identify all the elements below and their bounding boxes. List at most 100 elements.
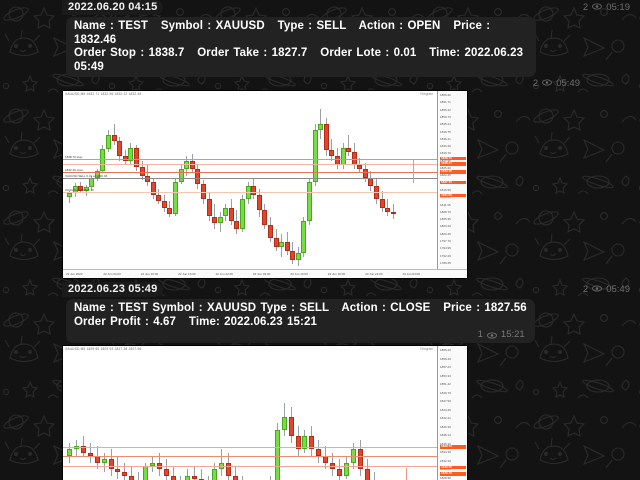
candlestick: [288, 346, 295, 480]
candlestick: [223, 91, 229, 269]
candlestick: [136, 346, 142, 480]
candlestick: [80, 346, 87, 480]
candle-body: [273, 238, 279, 247]
price-tick: 1833.46: [440, 144, 451, 149]
eye-icon: [487, 331, 497, 339]
price-tick: 1789.45: [440, 261, 451, 265]
candle-body: [290, 250, 296, 260]
candle-body: [318, 123, 324, 131]
candle-body: [323, 123, 329, 150]
candle-body: [330, 462, 336, 470]
candlestick: [228, 91, 235, 269]
candlestick: [94, 346, 101, 480]
candle-body: [379, 199, 385, 208]
candlestick: [133, 91, 140, 269]
message-time: 05:19: [606, 1, 630, 13]
time-tick: 22 Jun 22:00: [215, 272, 233, 276]
eye-icon: [592, 2, 603, 13]
price-tick-highlight: 1832.46: [440, 170, 466, 174]
candle-body: [200, 184, 206, 200]
price-tick: 1832.40: [440, 458, 451, 463]
candlestick: [78, 91, 84, 269]
candlestick: [295, 346, 302, 480]
candlestick: [150, 91, 157, 269]
price-tick: 1825.20: [440, 166, 451, 171]
order-level-line: [63, 177, 437, 179]
candlestick: [379, 346, 385, 480]
chart-header-text: XAUUSD,M5 1832.71 1832.96 1832.22 1832.4…: [65, 92, 142, 96]
candlestick: [178, 91, 185, 269]
time-tick: 23 Jun 10:00: [290, 272, 308, 276]
candlestick: [364, 346, 371, 480]
candlestick: [290, 91, 296, 269]
candle-body: [94, 455, 100, 463]
candle-wick: [103, 452, 105, 473]
candle-body: [191, 475, 197, 479]
candlestick: [167, 91, 173, 269]
candle-body: [217, 216, 223, 223]
candle-wick: [124, 462, 126, 480]
candle-wick: [221, 449, 223, 476]
message-row-signal-close: Name : TEST Symbol : XAUUSD Type : SELL …: [0, 299, 640, 343]
candlestick: [219, 346, 225, 480]
candlestick: [122, 346, 128, 480]
view-count: 2: [582, 1, 589, 13]
candlestick: [390, 91, 397, 269]
signal-line-3: 05:49: [74, 60, 104, 73]
candle-wick: [242, 475, 244, 480]
mt-chart-close: XAUUSD,M5 1829.60 1829.93 1827.38 1827.5…: [62, 345, 468, 480]
candle-body: [178, 169, 184, 183]
price-tick: 1845.24: [440, 122, 451, 127]
order-level-line: [63, 159, 437, 161]
candle-wick: [269, 475, 271, 480]
price-tick: 1794.95: [440, 246, 451, 251]
candlestick: [247, 346, 253, 480]
candlestick: [295, 91, 302, 269]
candle-body: [219, 462, 225, 470]
price-tick: 1866.20: [440, 93, 451, 97]
time-tick: 21 Jun 2022: [66, 272, 83, 276]
chart-header-text: XAUUSD,M5 1829.60 1829.93 1827.38 1827.5…: [65, 347, 142, 351]
candlestick: [316, 346, 322, 480]
candle-body: [156, 194, 162, 202]
candlestick: [233, 346, 239, 480]
candle-wick: [117, 455, 119, 479]
message-bubble-signal-open[interactable]: Name : TEST Symbol : XAUUSD Type : SELL …: [66, 17, 536, 77]
candle-body: [87, 452, 93, 456]
candlestick: [301, 91, 307, 269]
candlestick: [83, 91, 90, 269]
candle-body: [385, 207, 391, 213]
candlestick: [108, 346, 115, 480]
candlestick: [111, 91, 118, 269]
price-tick-highlight: 1838.70: [440, 156, 466, 161]
signal-line-2: Order Stop : 1838.7 Order Take : 1827.7 …: [74, 47, 524, 59]
candle-wick: [82, 436, 84, 456]
candle-body: [80, 446, 86, 453]
candle-body: [101, 459, 107, 463]
candlestick: [170, 346, 177, 480]
signal-line-1: Name : TEST Symbol : XAUUSD Type : SELL …: [74, 302, 527, 314]
order-marker: [406, 467, 408, 480]
candle-wick: [193, 465, 195, 480]
chart-photo-close[interactable]: XAUUSD,M5 1829.60 1829.93 1827.38 1827.5…: [62, 345, 468, 480]
candle-body: [67, 449, 72, 456]
candle-body: [122, 472, 128, 476]
chart-photo-open[interactable]: XAUUSD,M5 1832.71 1832.96 1832.22 1832.4…: [62, 90, 468, 279]
candlestick: [101, 346, 108, 480]
order-level-line: [63, 455, 437, 457]
time-tick: 23 Jun 04:00: [253, 272, 271, 276]
candlestick: [318, 91, 324, 269]
candlestick: [129, 346, 135, 480]
candle-body: [234, 220, 240, 230]
date-divider-second: 2022.06.23 05:49 2 05:49: [0, 281, 640, 297]
price-tick: 1857.23: [440, 365, 451, 370]
candlestick: [87, 346, 94, 480]
price-tick: 1834.10: [440, 450, 451, 455]
candle-body: [357, 164, 363, 170]
message-bubble-signal-close[interactable]: Name : TEST Symbol : XAUUSD Type : SELL …: [66, 299, 535, 343]
candle-body: [115, 469, 121, 473]
order-level-label: XAUUSD SELL 0.01 at 1832.46: [65, 173, 108, 178]
candlestick: [184, 346, 191, 480]
candle-wick: [200, 469, 202, 480]
